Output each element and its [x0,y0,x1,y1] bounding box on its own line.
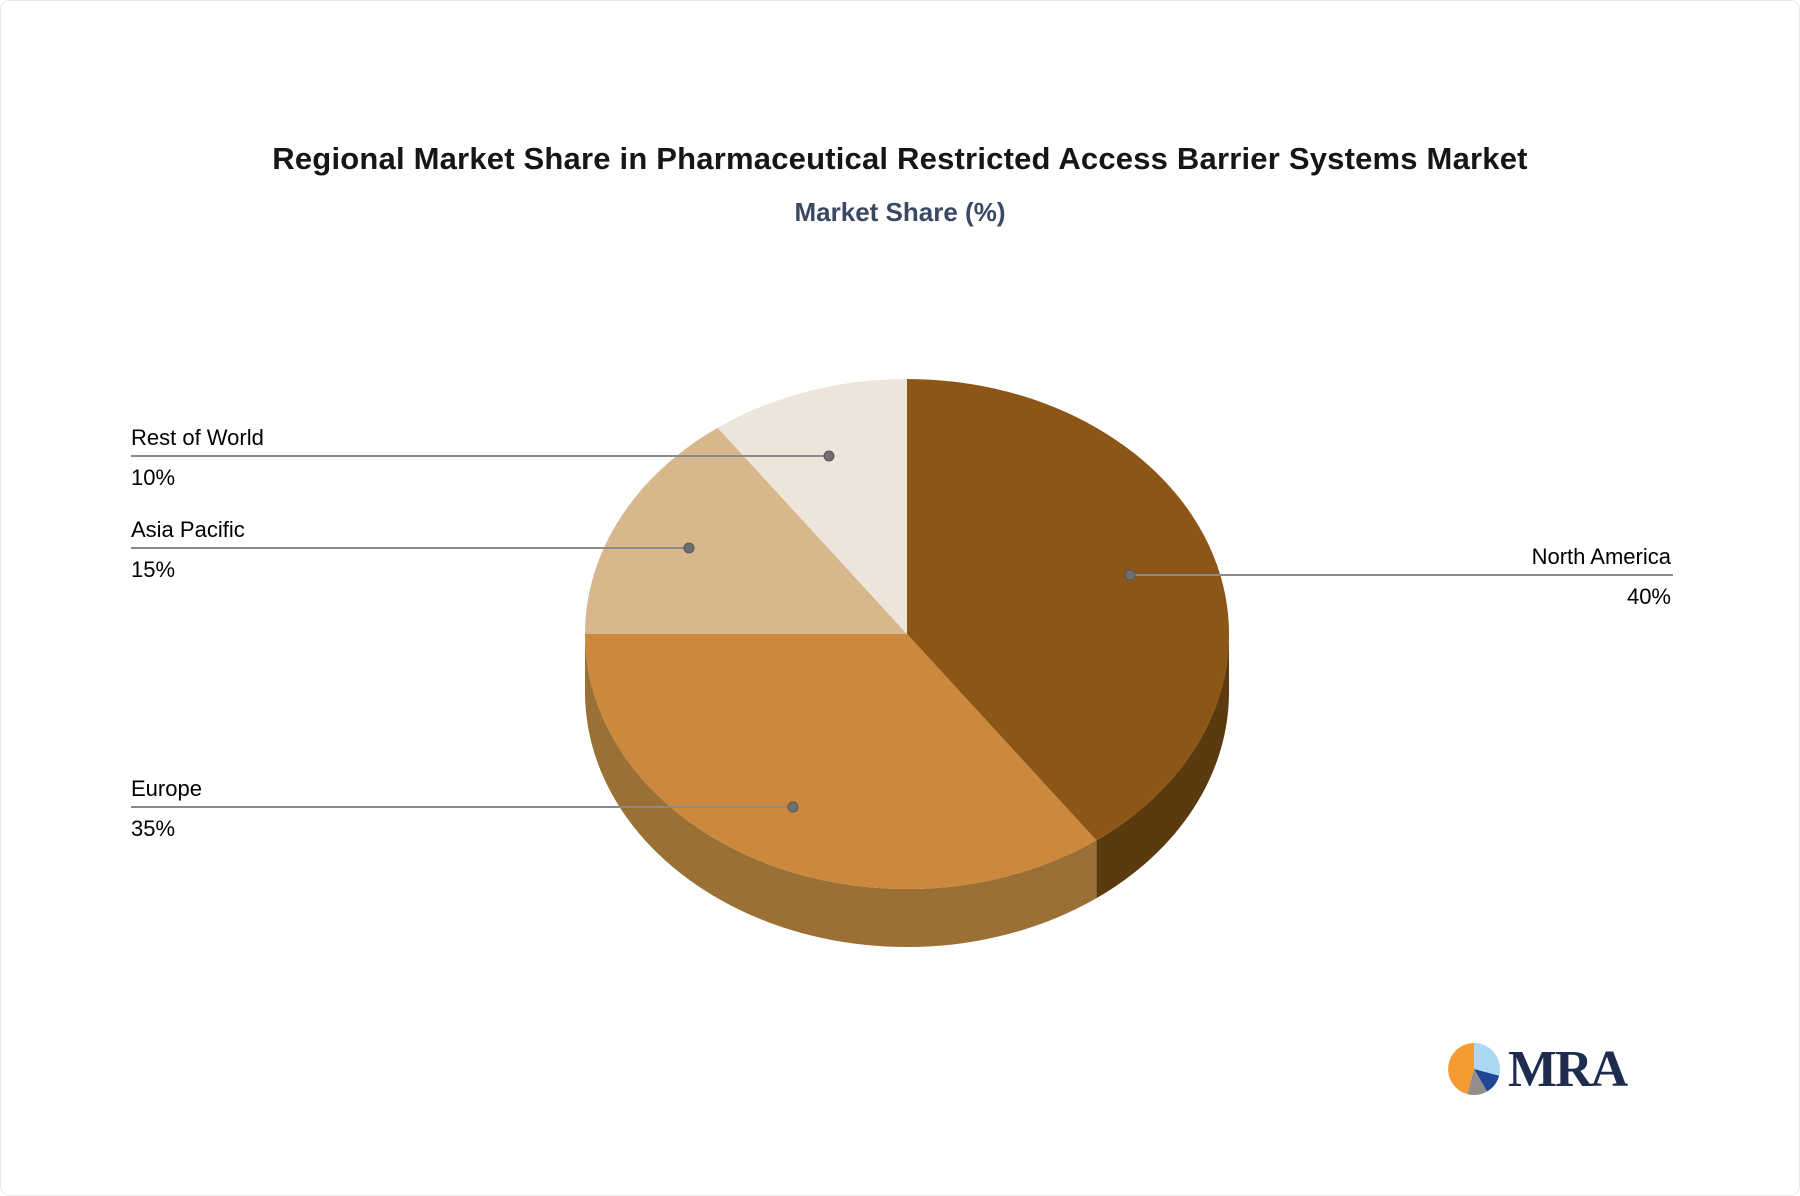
label-europe: Europe [131,776,202,801]
pie-slice-europe[interactable] [584,634,1097,890]
logo-pie-navy-slice [1474,1069,1500,1092]
leader-lines [131,455,1673,808]
value-rest-of-world: 10% [131,465,176,490]
leader-dots [683,450,1136,813]
brand-logo: MRA [1444,1037,1628,1101]
value-europe: 35% [131,816,176,841]
logo-pie-orange-slice [1448,1043,1474,1095]
pie-slice-rest-of-world[interactable] [717,379,907,634]
pie-slice-side-europe [584,634,1097,948]
logo-pie-icon [1448,1043,1500,1095]
chart-title: Regional Market Share in Pharmaceutical … [272,141,1528,176]
pie-slice-north-america[interactable] [907,378,1230,841]
label-asia-pacific: Asia Pacific [131,517,245,542]
chart-subtitle: Market Share (%) [794,197,1006,227]
logo-pie-lightblue-slice [1474,1043,1500,1076]
label-north-america: North America [1531,544,1671,569]
label-rest-of-world: Rest of World [131,425,264,450]
logo-text: MRA [1508,1040,1628,1098]
pie-slice-side-north-america [1096,634,1229,899]
leader-dot-north-america [1124,569,1136,581]
leader-dot-europe [787,801,799,813]
leader-dot-asia-pacific [683,542,695,554]
value-north-america: 40% [1626,584,1671,609]
value-asia-pacific: 15% [131,557,176,582]
leader-dot-rest-of-world [823,450,835,462]
logo-pie-gray-slice [1467,1069,1487,1095]
pie-slice-asia-pacific[interactable] [585,427,907,634]
